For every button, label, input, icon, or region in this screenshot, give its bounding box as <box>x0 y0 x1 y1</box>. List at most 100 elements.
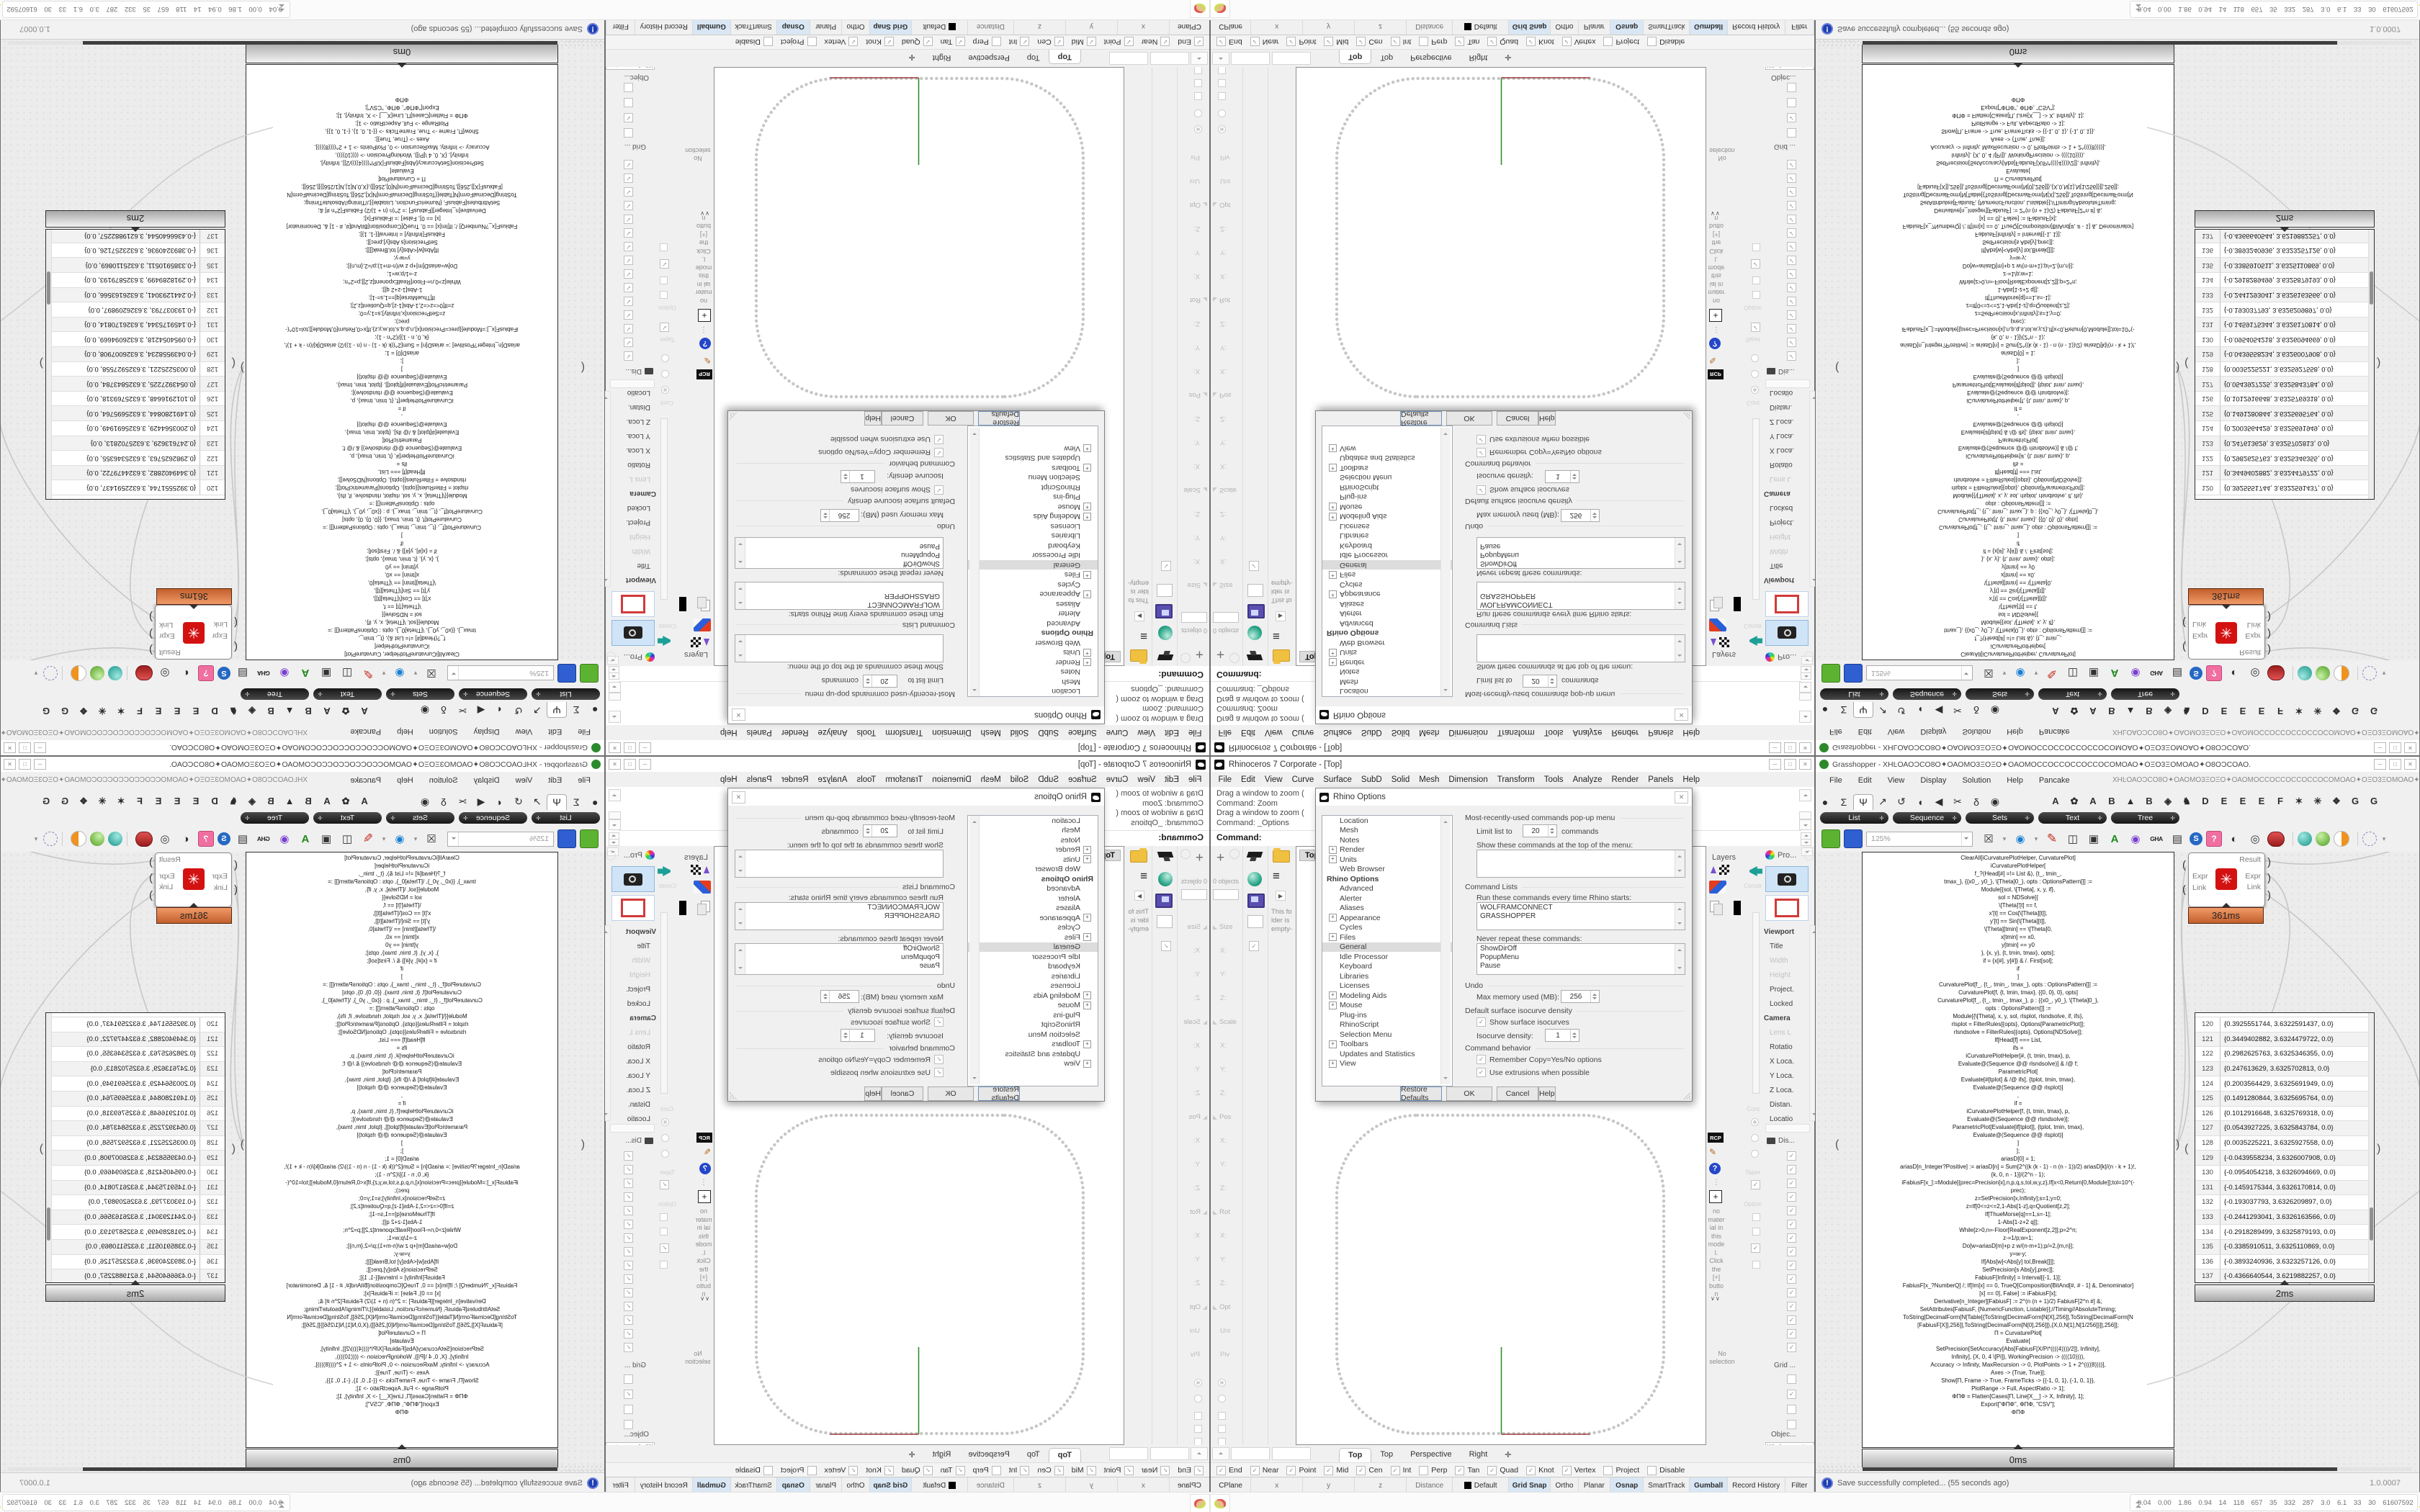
radio-option-off[interactable] <box>1218 109 1226 117</box>
plugin-tab[interactable]: ▲ <box>284 796 295 806</box>
toolbar-icon[interactable]: A <box>2110 667 2119 680</box>
osnap-checkbox[interactable] <box>1216 37 1226 47</box>
plugin-tab[interactable]: ❖ <box>79 796 88 806</box>
options-tree-item[interactable]: + Web Browser <box>1035 865 1080 874</box>
toolbar-icon[interactable] <box>135 665 153 681</box>
limit-list-spinner[interactable]: 20 <box>863 824 897 837</box>
menu-item[interactable]: Edit <box>1241 775 1255 784</box>
options-tree-item[interactable]: + Notes <box>1060 835 1080 845</box>
cont-radio[interactable] <box>661 1150 669 1158</box>
osnap-checkbox[interactable] <box>991 37 1001 47</box>
status-segment[interactable]: z <box>1013 19 1065 35</box>
toolbar-icon[interactable]: ◐ <box>182 832 189 845</box>
expand-plus-icon[interactable]: + <box>1329 1059 1337 1068</box>
scrollbar-thumb[interactable] <box>83 1467 557 1471</box>
expand-plus-icon[interactable]: + <box>1329 658 1337 667</box>
osnap-checkbox[interactable] <box>1526 1465 1536 1475</box>
display-checkbox[interactable] <box>1787 215 1796 224</box>
display-brush-icon[interactable] <box>694 881 711 894</box>
menu-item[interactable]: Help <box>1682 775 1700 784</box>
display-checkbox[interactable] <box>1787 160 1796 169</box>
osnap-checkbox[interactable] <box>884 37 894 47</box>
plugin-tab[interactable]: ❖ <box>79 706 88 716</box>
category-tab-icon[interactable]: ● <box>1821 796 1829 808</box>
display-checkbox[interactable] <box>1787 1329 1796 1338</box>
status-segment[interactable]: x <box>1116 19 1169 35</box>
prompt-spin-down[interactable] <box>609 666 619 673</box>
osnap-item[interactable]: Project <box>1603 1465 1639 1475</box>
options-tree-item[interactable]: + Render <box>968 657 1098 667</box>
status-segment[interactable]: Default <box>1453 1477 1510 1493</box>
osnap-checkbox[interactable] <box>1487 1465 1497 1475</box>
top-commands-listbox[interactable] <box>1476 634 1685 662</box>
viewport-tab[interactable]: Top <box>1026 53 1040 62</box>
layer-user-icon[interactable] <box>704 639 709 646</box>
osnap-item[interactable]: Vertex <box>1561 37 1595 47</box>
checkbox[interactable] <box>934 1055 944 1064</box>
plugin-tab[interactable]: B <box>305 706 312 716</box>
plugin-tab[interactable]: ▲ <box>284 706 295 716</box>
input-port-grip[interactable]: ( <box>2182 616 2186 629</box>
never-repeat-command[interactable]: ShowDirOff <box>903 945 940 953</box>
layers-panel-title[interactable]: Layers <box>1712 650 1736 659</box>
output-port-grip[interactable]: ) <box>2267 611 2271 623</box>
options-tree-item[interactable]: + View <box>968 1059 1098 1069</box>
expand-plus-icon[interactable]: + <box>1083 991 1091 1000</box>
status-segment[interactable]: Distance <box>967 19 1013 35</box>
viewport-rect-button[interactable] <box>1765 591 1809 617</box>
options-tree-item[interactable]: + Keyboard <box>1340 962 1372 971</box>
menu-item[interactable]: Help <box>1682 728 1700 737</box>
chevrons-label[interactable]: ∨∨ <box>1711 1295 1721 1302</box>
option-checkbox[interactable] <box>660 1243 669 1253</box>
never-repeat-command[interactable]: Pause <box>1480 962 1501 970</box>
maximize-button[interactable]: □ <box>624 759 636 770</box>
performance-widget[interactable]: 0.04 0.00 1.86 0.94 14 118 657 35 332 28… <box>2130 1494 2420 1511</box>
options-tree-item[interactable]: + Modeling Aids <box>1322 512 1452 522</box>
input-port-grip[interactable]: ( <box>234 616 238 629</box>
toolbar-icon[interactable]: ▤ <box>2172 667 2183 679</box>
performance-widget[interactable]: 0.04 0.00 1.86 0.94 14 118 657 35 332 28… <box>0 1494 290 1511</box>
option-checkbox[interactable] <box>1194 79 1202 87</box>
menu-item[interactable]: Surface <box>1323 728 1352 737</box>
listbox-scrollbar[interactable] <box>1675 582 1685 609</box>
black-swatch[interactable] <box>1734 597 1741 611</box>
viewport-rect-button[interactable] <box>611 895 655 921</box>
osnap-checkbox[interactable] <box>807 37 817 47</box>
plugin-tab[interactable]: G <box>2370 796 2378 806</box>
menu-item[interactable]: Panels <box>1648 775 1674 784</box>
viewport-tab[interactable]: Perspective <box>1410 1450 1452 1459</box>
black-swatch[interactable] <box>1734 901 1741 915</box>
menu-item[interactable]: Curve <box>1291 728 1314 737</box>
viewport-tab[interactable]: Right <box>1469 1450 1488 1459</box>
open-document-icon[interactable] <box>580 664 599 683</box>
subcategory-dropdown[interactable]: Sequence <box>1893 688 1961 700</box>
scrollbar-thumb[interactable] <box>2370 271 2373 305</box>
properties-gear-icon[interactable] <box>606 652 616 662</box>
property-row[interactable]: Viewport <box>1764 925 1809 940</box>
status-segment[interactable]: SmartTrack <box>730 19 776 35</box>
options-tree-item[interactable]: + Cycles <box>1057 580 1080 589</box>
top-commands-listbox[interactable] <box>735 850 944 878</box>
display-checkbox[interactable] <box>1787 283 1796 292</box>
menu-item[interactable]: Surface <box>1068 728 1097 737</box>
option-box[interactable] <box>660 291 668 299</box>
osnap-checkbox[interactable] <box>1054 37 1064 47</box>
tab-nav-box[interactable] <box>1272 1447 1311 1460</box>
menu-item[interactable]: SubD <box>1038 775 1059 784</box>
camera-properties-button[interactable] <box>611 620 655 646</box>
status-segment[interactable]: Gumball <box>1690 1477 1728 1493</box>
osnap-item[interactable]: Point <box>1286 37 1316 47</box>
subcategory-dropdown[interactable]: Tree <box>241 688 309 700</box>
expand-plus-icon[interactable]: + <box>1329 570 1337 579</box>
properties-panel-header[interactable]: Pro... <box>1765 850 1796 860</box>
close-button[interactable]: ✕ <box>2404 742 2416 753</box>
status-segment[interactable]: Ortho <box>841 19 869 35</box>
command-collapse-box[interactable] <box>609 693 621 701</box>
command-prompt[interactable]: Command: <box>1158 832 1204 842</box>
output-port-grip[interactable]: ) <box>149 889 153 901</box>
status-segment[interactable]: CPlane <box>1211 19 1252 35</box>
toolbar-icon[interactable]: ◫ <box>341 833 353 845</box>
plugin-tab[interactable]: D <box>211 706 218 716</box>
plugin-tab[interactable]: E <box>155 706 162 716</box>
category-tab-icon[interactable]: Σ <box>1840 704 1847 716</box>
